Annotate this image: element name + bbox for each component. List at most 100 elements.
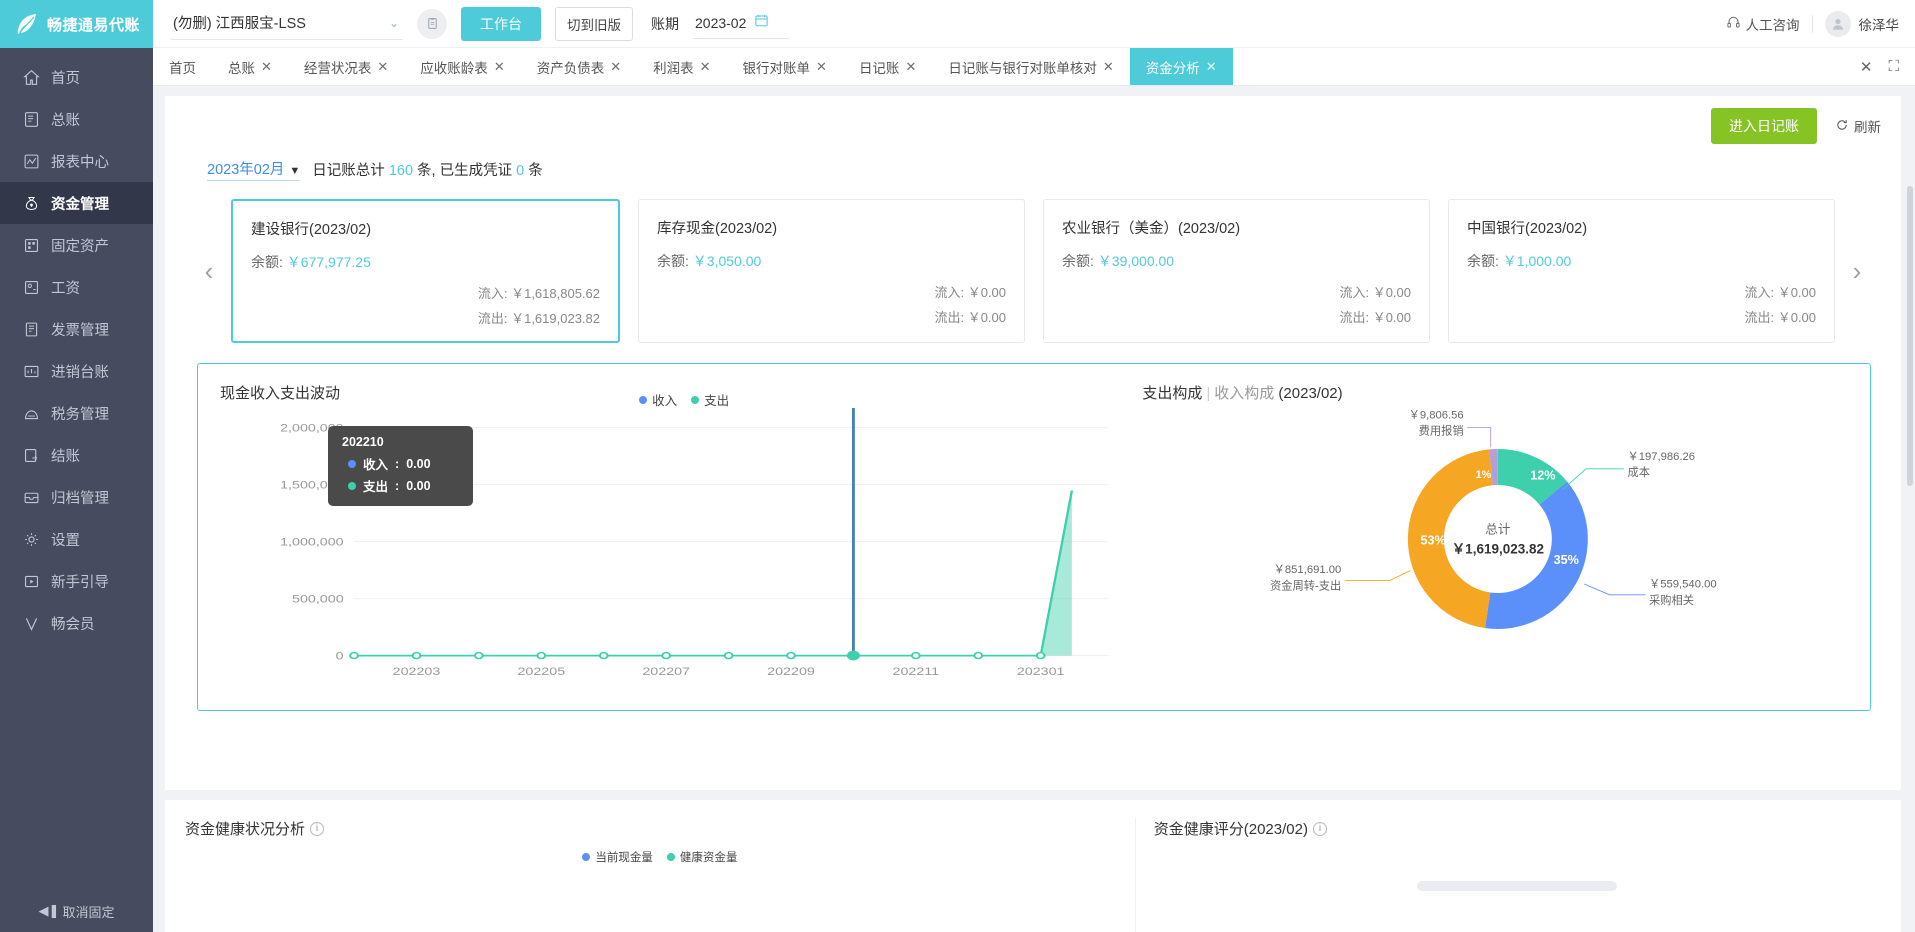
account-card-cash[interactable]: 库存现金(2023/02) 余额: ￥3,050.00 流入: ￥0.00 流出… [638, 199, 1025, 343]
tab-label: 首页 [169, 60, 196, 76]
donut-title-expense[interactable]: 支出构成 [1142, 385, 1203, 402]
tab-balance-sheet[interactable]: 资产负债表 ✕ [521, 48, 637, 85]
sidebar-item-guide[interactable]: 新手引导 [0, 560, 153, 602]
month-picker[interactable]: 2023年02月 ▼ [207, 158, 301, 181]
tab-journal-bank-reconciliation[interactable]: 日记账与银行对账单核对 ✕ [932, 48, 1129, 85]
sidebar-item-label: 畅会员 [51, 616, 95, 633]
period-picker[interactable]: 2023-02 [693, 9, 789, 39]
close-icon[interactable]: ✕ [816, 58, 827, 74]
svg-text:202205: 202205 [517, 666, 565, 678]
donut-plot[interactable]: 12% 35% 53% 1% 总计 ￥1,619,023.82 [1130, 404, 1866, 674]
sidebar-collapse-button[interactable]: ◀❚ 取消固定 [0, 890, 153, 932]
sidebar-item-home[interactable]: 首页 [0, 56, 153, 98]
close-icon[interactable]: ✕ [1205, 58, 1217, 74]
sidebar-item-settings[interactable]: 设置 [0, 518, 153, 560]
sidebar-item-label: 归档管理 [51, 490, 109, 507]
sidebar-item-payroll[interactable]: 工资 [0, 266, 153, 308]
tab-general-ledger[interactable]: 总账 ✕ [212, 48, 288, 85]
sidebar-item-invoice[interactable]: 发票管理 [0, 308, 153, 350]
workbench-button[interactable]: 工作台 [461, 6, 541, 41]
user-name: 徐泽华 [1858, 17, 1900, 33]
account-card-inflow: 流入: ￥0.00 [657, 282, 1006, 301]
fullscreen-icon[interactable]: ⛶ [1888, 58, 1899, 75]
divider [1811, 14, 1813, 33]
balance-value: ￥1,000.00 [1502, 253, 1572, 269]
sidebar-item-general-ledger[interactable]: 总账 [0, 98, 153, 140]
info-icon[interactable]: i [1312, 821, 1327, 836]
info-icon[interactable]: i [310, 821, 325, 836]
tab-journal[interactable]: 日记账 ✕ [843, 48, 932, 85]
sidebar-item-archive[interactable]: 归档管理 [0, 476, 153, 518]
tab-label: 应收账龄表 [420, 60, 488, 76]
sidebar-item-label: 税务管理 [51, 406, 109, 423]
support-button[interactable]: 人工咨询 [1726, 14, 1800, 34]
sidebar-item-fixed-assets[interactable]: 固定资产 [0, 224, 153, 266]
sidebar-item-settle[interactable]: 结账 [0, 434, 153, 476]
company-selector[interactable]: (勿删) 江西服宝-LSS ⌄ [171, 7, 403, 40]
cash-flow-plot[interactable]: 2,000,000 1,500,000 1,000,000 500,000 0 [198, 408, 1134, 688]
balance-label: 余额: [1467, 253, 1499, 269]
close-all-tabs-icon[interactable]: ✕ [1859, 58, 1873, 76]
account-card-boc[interactable]: 中国银行(2023/02) 余额: ￥1,000.00 流入: ￥0.00 流出… [1448, 199, 1835, 343]
account-card-ccb[interactable]: 建设银行(2023/02) 余额: ￥677,977.25 流入: ￥1,618… [231, 199, 620, 343]
svg-text:12%: 12% [1531, 469, 1556, 483]
sidebar-item-vip[interactable]: 畅会员 [0, 602, 153, 644]
trade-book-icon [22, 362, 40, 380]
clipboard-icon[interactable] [417, 8, 447, 39]
close-icon[interactable]: ✕ [610, 58, 622, 74]
legend-item-income[interactable]: 收入 [639, 390, 677, 409]
legend-item-healthy-cash[interactable]: 健康资金量 [666, 849, 737, 865]
close-icon[interactable]: ✕ [699, 58, 711, 74]
sidebar-item-tax[interactable]: 税务管理 [0, 392, 153, 434]
close-icon[interactable]: ✕ [261, 58, 272, 74]
balance-label: 余额: [1062, 253, 1094, 269]
chevron-right-icon[interactable]: › [1852, 255, 1862, 286]
tab-operating-status[interactable]: 经营状况表 ✕ [288, 48, 404, 85]
tab-label: 日记账 [858, 60, 900, 76]
close-icon[interactable]: ✕ [377, 58, 389, 74]
chevron-left-icon[interactable]: ‹ [204, 255, 214, 286]
collapse-left-icon: ◀❚ [38, 903, 60, 918]
scrollbar-thumb[interactable] [1907, 186, 1913, 486]
inflow-label: 流入: [1744, 285, 1775, 300]
refresh-button[interactable]: 刷新 [1835, 116, 1881, 136]
svg-text:202203: 202203 [393, 666, 441, 678]
sidebar-item-label: 固定资产 [51, 238, 109, 255]
content-scrollbar[interactable] [1907, 186, 1913, 746]
close-icon[interactable]: ✕ [905, 58, 917, 74]
account-card-abc-usd[interactable]: 农业银行（美金）(2023/02) 余额: ￥39,000.00 流入: ￥0.… [1043, 199, 1430, 343]
enter-journal-button[interactable]: 进入日记账 [1711, 108, 1817, 144]
user-avatar-icon [1824, 10, 1851, 37]
topbar-right: 人工咨询 徐泽华 [1726, 10, 1900, 37]
content-area: 进入日记账 刷新 2023年02月 ▼ 日记账总计 160 条, 已生成凭证 [153, 86, 1915, 932]
close-icon[interactable]: ✕ [1102, 58, 1114, 74]
sidebar-item-fund-management[interactable]: 资金管理 [0, 182, 153, 224]
svg-text:2,000,000: 2,000,000 [280, 422, 344, 434]
sidebar-item-label: 工资 [51, 280, 80, 297]
switch-old-version-button[interactable]: 切到旧版 [555, 6, 633, 41]
sidebar-item-label: 进销台账 [51, 364, 109, 381]
tab-receivable-aging[interactable]: 应收账龄表 ✕ [404, 48, 520, 85]
period-value: 2023-02 [695, 14, 747, 31]
summary-count: 160 [388, 163, 414, 179]
sidebar-nav: 首页 总账 报表中心 资金管理 固定资产 工资 [0, 48, 153, 890]
account-card-outflow: 流出: ￥0.00 [1467, 307, 1816, 326]
brand: 畅捷通易代账 [0, 0, 153, 48]
close-icon[interactable]: ✕ [493, 58, 505, 74]
tooltip-dot-income [348, 459, 356, 468]
summary-mid: 条, 已生成凭证 [417, 163, 513, 179]
tab-income-statement[interactable]: 利润表 ✕ [637, 48, 726, 85]
user-menu[interactable]: 徐泽华 [1824, 10, 1900, 37]
donut-title-income[interactable]: 收入构成 [1214, 385, 1275, 402]
sidebar-item-report-center[interactable]: 报表中心 [0, 140, 153, 182]
svg-text:￥851,691.00: ￥851,691.00 [1274, 564, 1342, 576]
legend-item-current-cash[interactable]: 当前现金量 [582, 849, 653, 865]
svg-text:35%: 35% [1554, 553, 1579, 567]
account-card-outflow: 流出: ￥1,619,023.82 [251, 308, 600, 327]
legend-label: 支出 [704, 394, 730, 408]
legend-item-expense[interactable]: 支出 [691, 390, 729, 409]
tab-bank-statement[interactable]: 银行对账单 ✕ [727, 48, 843, 85]
sidebar-item-trade-ledger[interactable]: 进销台账 [0, 350, 153, 392]
tab-home[interactable]: 首页 [153, 48, 212, 85]
tab-fund-analysis[interactable]: 资金分析 ✕ [1129, 48, 1233, 85]
